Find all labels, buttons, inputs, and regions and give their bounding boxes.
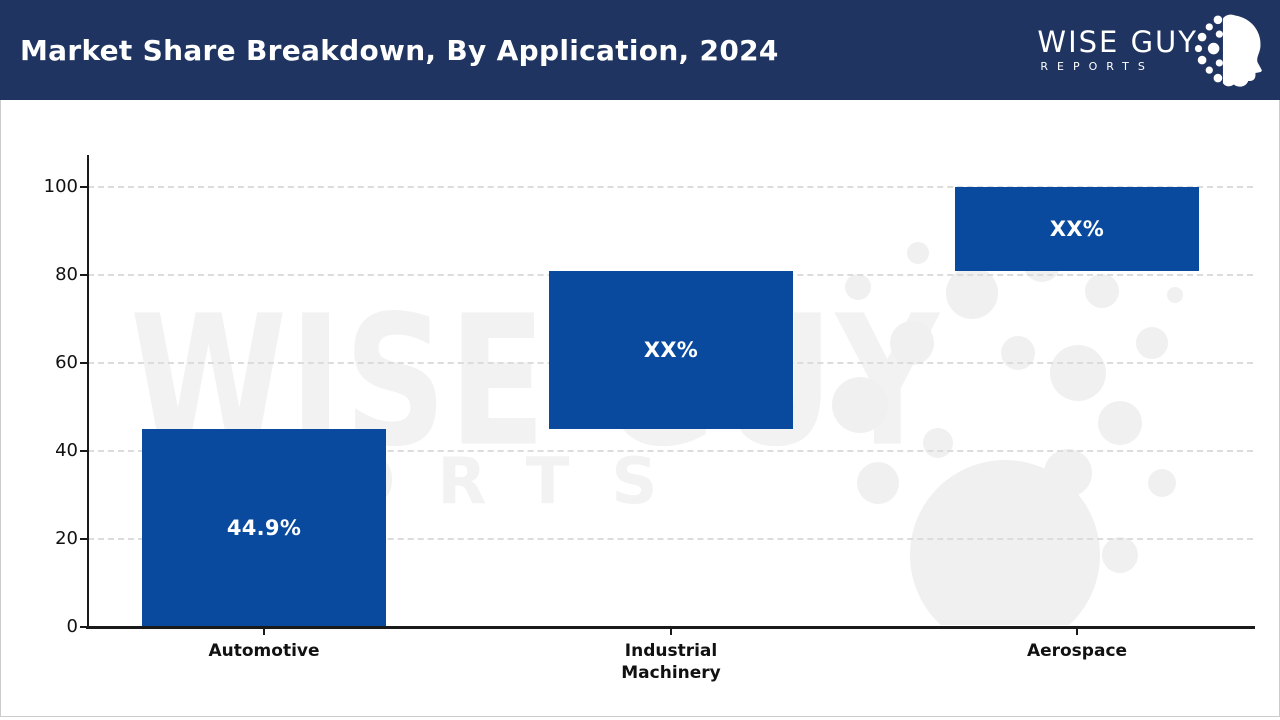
y-tick-mark [80, 626, 87, 628]
gridline-40 [88, 450, 1253, 452]
bar-value-label: 44.9% [226, 516, 302, 541]
x-tick-mark [1076, 629, 1078, 635]
bar-automotive: 44.9% [142, 429, 386, 627]
bar-value-label: XX% [643, 337, 699, 362]
bar-industrial-machinery: XX% [549, 270, 793, 429]
x-tick-mark [263, 629, 265, 635]
y-tick-mark [80, 450, 87, 452]
bar-aerospace: XX% [955, 187, 1199, 271]
x-tick-mark [670, 629, 672, 635]
y-tick-label: 40 [55, 440, 78, 461]
logo-subtext: REPORTS [1040, 60, 1154, 73]
gridline-100 [88, 186, 1253, 188]
left-border [0, 100, 1, 716]
y-tick-mark [80, 538, 87, 540]
chart-area: 0 20 40 60 80 100 44.9% Automotive XX% Industrial… [0, 100, 1280, 716]
y-tick-label: 20 [55, 528, 78, 549]
logo-wordmark: WISE GUY [1037, 25, 1198, 59]
y-tick-label: 80 [55, 264, 78, 285]
bottom-border [0, 716, 1280, 717]
x-axis-line [86, 626, 1255, 629]
y-axis-line [87, 155, 89, 628]
logo-head-icon [1194, 14, 1262, 87]
y-tick-mark [80, 186, 87, 188]
y-tick-label: 100 [43, 176, 78, 197]
wiseguy-logo: WISE GUY REPORTS [1037, 9, 1264, 91]
gridline-20 [88, 538, 1253, 540]
x-category-label: Automotive [208, 641, 320, 661]
page-title: Market Share Breakdown, By Application, … [20, 33, 779, 67]
y-tick-mark [80, 362, 87, 364]
x-category-label: Aerospace [1026, 641, 1128, 661]
header: Market Share Breakdown, By Application, … [0, 0, 1280, 100]
y-tick-label: 0 [66, 616, 78, 637]
y-tick-label: 60 [55, 352, 78, 373]
bar-value-label: XX% [1049, 216, 1105, 241]
y-tick-mark [80, 274, 87, 276]
x-category-label: Industrial Machinery [621, 641, 721, 683]
